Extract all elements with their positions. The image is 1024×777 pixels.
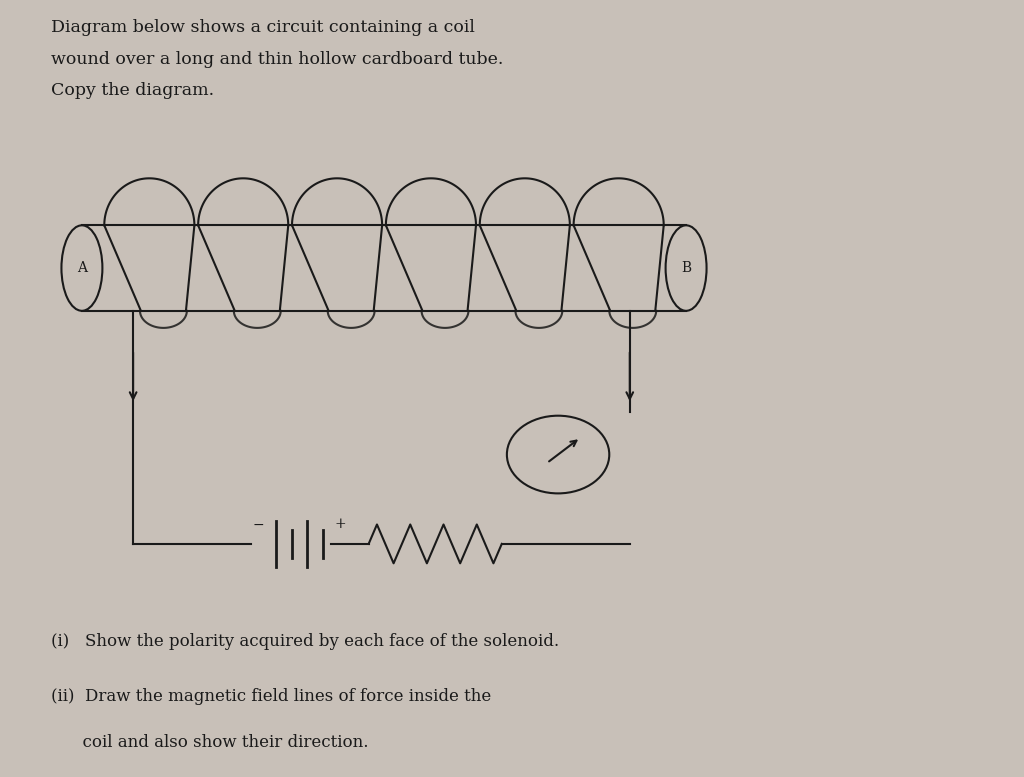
Text: (ii)  Draw the magnetic field lines of force inside the: (ii) Draw the magnetic field lines of fo… xyxy=(51,688,492,705)
Circle shape xyxy=(507,416,609,493)
Ellipse shape xyxy=(666,225,707,311)
Text: +: + xyxy=(334,517,346,531)
Text: −: − xyxy=(252,517,264,531)
Text: Diagram below shows a circuit containing a coil: Diagram below shows a circuit containing… xyxy=(51,19,475,37)
Text: Copy the diagram.: Copy the diagram. xyxy=(51,82,214,99)
Text: wound over a long and thin hollow cardboard tube.: wound over a long and thin hollow cardbo… xyxy=(51,51,504,68)
Text: A: A xyxy=(77,261,87,275)
Text: (i)   Show the polarity acquired by each face of the solenoid.: (i) Show the polarity acquired by each f… xyxy=(51,633,559,650)
Ellipse shape xyxy=(61,225,102,311)
Text: B: B xyxy=(681,261,691,275)
Text: coil and also show their direction.: coil and also show their direction. xyxy=(51,734,369,751)
